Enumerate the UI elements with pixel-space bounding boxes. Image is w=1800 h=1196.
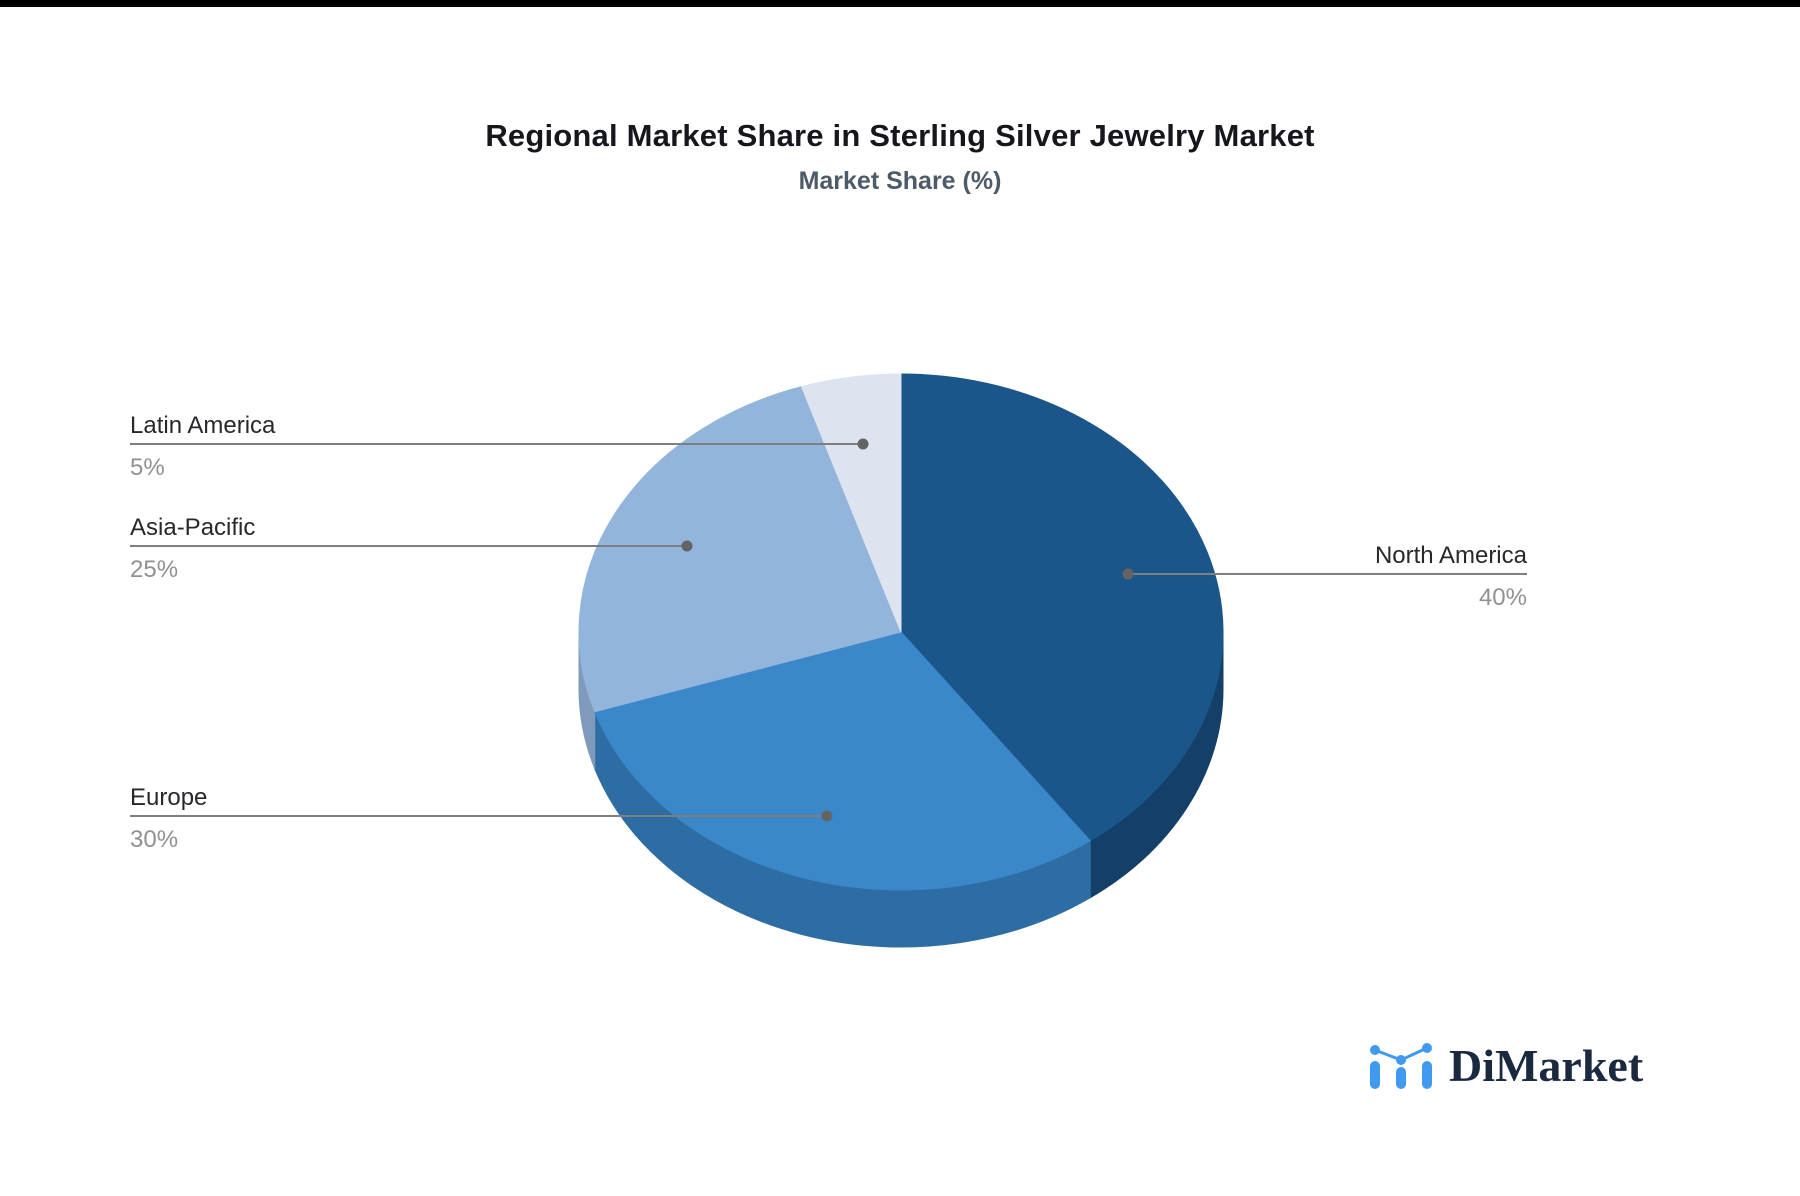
pie-slice-europe[interactable] [594,631,1092,891]
slice-value-latin-america: 5% [130,454,165,481]
leader-dot-latin-america [857,438,869,450]
brand-logo: DiMarket [1368,1040,1643,1092]
slice-label-asia-pacific: Asia-Pacific [130,514,256,541]
pie-slices [578,373,1224,891]
leader-dot-europe [821,810,833,822]
leader-dot-asia-pacific [681,540,693,552]
pie-slice-north-america[interactable] [900,373,1224,842]
pie-slice-asia-pacific[interactable] [578,386,902,713]
leader-lines [130,438,1527,822]
pie-slice-latin-america[interactable] [800,373,902,633]
top-border-bar [0,0,1800,7]
leader-dot-north-america [1122,568,1134,580]
chart-subtitle: Market Share (%) [798,167,1002,195]
slice-value-asia-pacific: 25% [130,556,179,583]
slice-label-latin-america: Latin America [130,412,276,439]
brand-name: DiMarket [1449,1040,1644,1091]
slice-label-north-america: North America [1374,542,1527,569]
bar-chart-logo-icon [1370,1043,1432,1089]
slice-value-north-america: 40% [1478,584,1527,611]
chart-title: Regional Market Share in Sterling Silver… [485,118,1315,153]
slice-value-europe: 30% [130,826,179,853]
slice-label-europe: Europe [130,784,208,811]
